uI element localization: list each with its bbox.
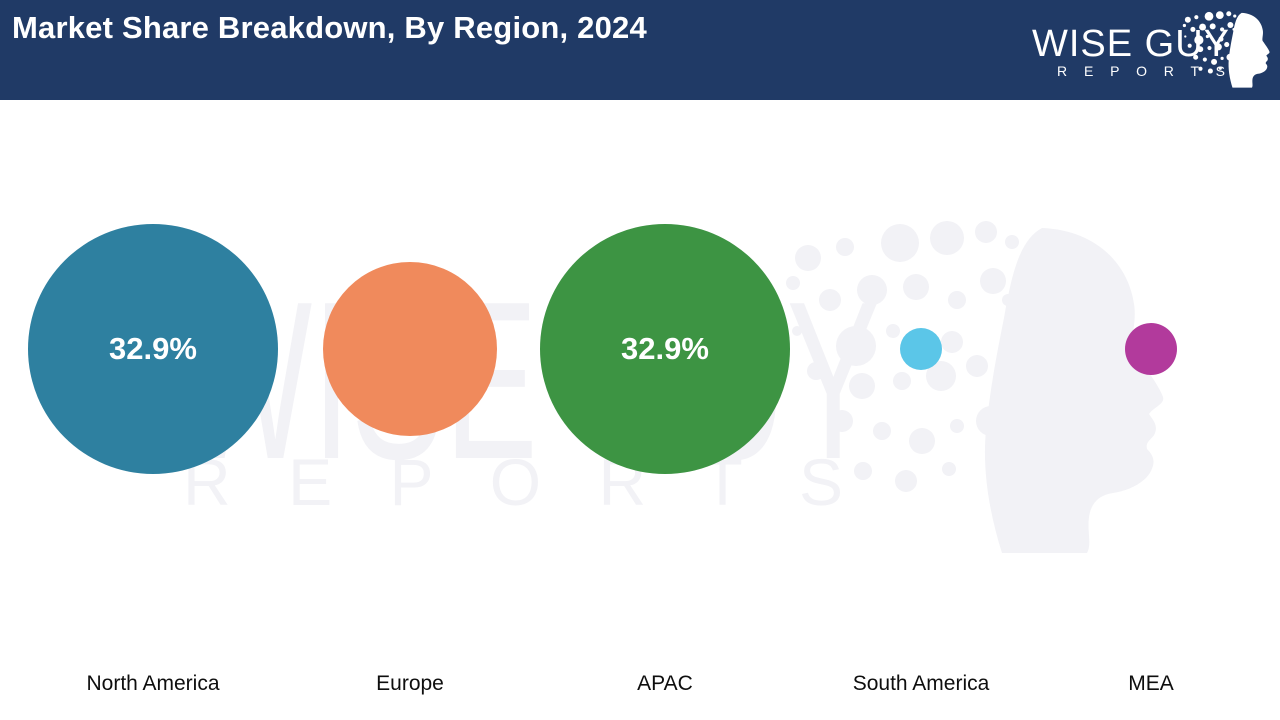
- page-title: Market Share Breakdown, By Region, 2024: [12, 10, 647, 45]
- region-label-mea: MEA: [1128, 672, 1174, 695]
- bubble-chart: WISE GUY R E P O R T S: [0, 100, 1280, 720]
- header-bar: Market Share Breakdown, By Region, 2024 …: [0, 0, 1280, 100]
- region-label-apac: APAC: [637, 672, 693, 695]
- head-silhouette-icon: [786, 221, 1164, 553]
- bubble-apac: 32.9%: [540, 224, 790, 474]
- wise-guy-logo: WISE GUY R E P O R T S: [1032, 11, 1270, 88]
- bubble-value-apac: 32.9%: [621, 331, 709, 366]
- region-label-south-america: South America: [852, 672, 990, 695]
- watermark-subtitle: R E P O R T S: [183, 445, 843, 519]
- logo-subtitle: R E P O R T S: [1057, 63, 1225, 79]
- region-label-europe: Europe: [376, 672, 444, 695]
- bubble-value-north-america: 32.9%: [109, 331, 197, 366]
- bubble-mea: [1125, 323, 1177, 375]
- bubble-north-america: 32.9%: [28, 224, 278, 474]
- region-label-north-america: North America: [86, 672, 220, 695]
- bubble-europe: [323, 262, 497, 436]
- bubble-south-america: [900, 328, 942, 370]
- dots-pattern: [786, 221, 1019, 492]
